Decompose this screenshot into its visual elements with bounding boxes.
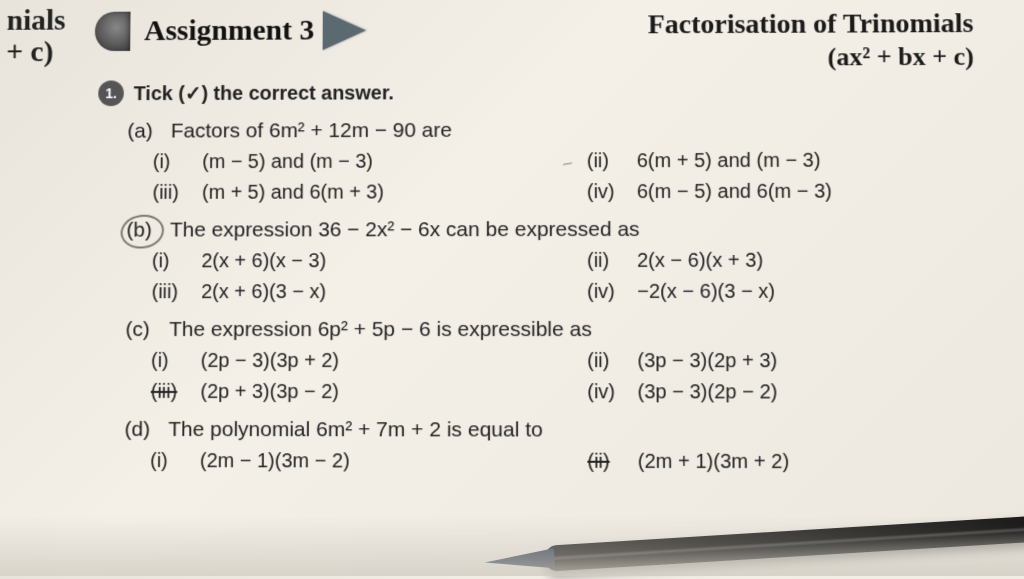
part-c: (c) The expression 6p² + 5p − 6 is expre… xyxy=(125,318,988,405)
topic-main: Factorisation of Trinomials xyxy=(648,8,974,41)
option-label: (i) xyxy=(151,350,189,373)
option-label: (i) xyxy=(153,151,191,174)
part-b-options: (i) 2(x + 6)(x − 3) (ii) 2(x − 6)(x + 3)… xyxy=(152,250,987,305)
option-label: (i) xyxy=(150,450,188,473)
part-b: (b) The expression 36 − 2x² − 6x can be … xyxy=(126,217,987,304)
part-d: (d) The polynomial 6m² + 7m + 2 is equal… xyxy=(124,418,989,475)
option-text: 6(m + 5) and (m − 3) xyxy=(637,150,821,173)
option-label: (ii) xyxy=(587,250,625,273)
question-instruction: Tick (✓) the correct answer. xyxy=(134,80,394,105)
option-label: (iii) xyxy=(152,182,190,205)
part-b-stem: (b) The expression 36 − 2x² − 6x can be … xyxy=(126,217,986,242)
question-header: 1. Tick (✓) the correct answer. xyxy=(98,78,984,106)
option-text: (m − 5) and (m − 3) xyxy=(202,151,373,174)
assignment-title: Assignment 3 xyxy=(130,11,328,51)
question-number-badge: 1. xyxy=(98,80,124,106)
option-label: (ii) xyxy=(587,150,625,173)
option-text: (2m − 1)(3m − 2) xyxy=(200,450,350,473)
option-label: (iv) xyxy=(587,181,625,204)
part-a-options: (i) (m − 5) and (m − 3) ⎯ (ii) 6(m + 5) … xyxy=(152,149,985,204)
header-row: Assignment 3 Factorisation of Trinomials… xyxy=(95,8,985,74)
option-text: 2(x − 6)(x + 3) xyxy=(637,250,763,273)
part-a-text: Factors of 6m² + 12m − 90 are xyxy=(171,119,452,143)
option-label-struck: (iii) xyxy=(151,381,189,404)
part-a: (a) Factors of 6m² + 12m − 90 are (i) (m… xyxy=(127,118,986,205)
cutoff-line-1: nials xyxy=(7,4,66,38)
cutoff-text-left: nials + c) xyxy=(6,4,66,69)
option-c-iv[interactable]: (iv) (3p − 3)(2p − 2) xyxy=(587,381,988,404)
option-text: (2p − 3)(3p + 2) xyxy=(201,350,340,373)
option-label: (i) xyxy=(152,250,190,273)
part-c-options: (i) (2p − 3)(3p + 2) (ii) (3p − 3)(2p + … xyxy=(151,350,988,405)
option-text: (2p + 3)(3p − 2) xyxy=(200,381,339,404)
part-b-text: The expression 36 − 2x² − 6x can be expr… xyxy=(170,218,640,243)
option-a-iii[interactable]: (iii) (m + 5) and 6(m + 3) xyxy=(152,181,547,205)
part-d-stem: (d) The polynomial 6m² + 7m + 2 is equal… xyxy=(124,418,988,443)
option-b-i[interactable]: (i) 2(x + 6)(x − 3) xyxy=(152,250,547,273)
part-d-options: (i) (2m − 1)(3m − 2) (ii) (2m + 1)(3m + … xyxy=(150,450,989,475)
option-text: (3p − 3)(2p − 2) xyxy=(637,381,777,404)
option-c-ii[interactable]: (ii) (3p − 3)(2p + 3) xyxy=(587,350,988,373)
option-b-iii[interactable]: (iii) 2(x + 6)(3 − x) xyxy=(152,281,547,304)
option-a-ii[interactable]: ⎯ (ii) 6(m + 5) and (m − 3) xyxy=(587,149,986,173)
option-d-ii[interactable]: (ii) (2m + 1)(3m + 2) xyxy=(587,451,989,475)
part-label-circled: (b) xyxy=(126,219,160,243)
option-text: (3p − 3)(2p + 3) xyxy=(637,350,777,373)
option-a-i[interactable]: (i) (m − 5) and (m − 3) xyxy=(153,150,547,174)
topic-sub: (ax² + bx + c) xyxy=(648,42,974,73)
handwritten-tick-icon: ⎯ xyxy=(561,152,574,174)
option-text: (m + 5) and 6(m + 3) xyxy=(202,182,384,205)
part-c-stem: (c) The expression 6p² + 5p − 6 is expre… xyxy=(125,318,987,342)
option-text: (2m + 1)(3m + 2) xyxy=(638,451,790,474)
option-label: (iv) xyxy=(587,281,625,304)
part-a-stem: (a) Factors of 6m² + 12m − 90 are xyxy=(127,118,985,144)
part-d-text: The polynomial 6m² + 7m + 2 is equal to xyxy=(168,418,543,443)
pencil-eraser-icon xyxy=(95,12,131,51)
option-text: 2(x + 6)(3 − x) xyxy=(201,281,326,304)
option-c-iii[interactable]: (iii) (2p + 3)(3p − 2) xyxy=(151,381,547,404)
option-label: (iii) xyxy=(152,281,190,304)
part-label: (a) xyxy=(127,120,161,144)
option-label: (ii) xyxy=(587,350,625,373)
part-label: (d) xyxy=(124,418,158,442)
option-label: (iv) xyxy=(587,381,625,404)
pencil-tip-icon xyxy=(322,11,366,51)
option-d-i[interactable]: (i) (2m − 1)(3m − 2) xyxy=(150,450,547,474)
part-label: (c) xyxy=(125,318,159,342)
cutoff-line-2: + c) xyxy=(6,35,65,69)
option-b-ii[interactable]: (ii) 2(x − 6)(x + 3) xyxy=(587,250,987,273)
assignment-badge: Assignment 3 xyxy=(95,11,366,51)
worksheet-page: nials + c) Assignment 3 Factorisation of… xyxy=(0,0,1024,579)
option-text: −2(x − 6)(3 − x) xyxy=(637,281,775,304)
option-c-i[interactable]: (i) (2p − 3)(3p + 2) xyxy=(151,350,547,373)
option-a-iv[interactable]: (iv) 6(m − 5) and 6(m − 3) xyxy=(587,180,986,204)
option-text: 6(m − 5) and 6(m − 3) xyxy=(637,181,832,204)
option-text: 2(x + 6)(x − 3) xyxy=(201,250,326,273)
topic-title: Factorisation of Trinomials (ax² + bx + … xyxy=(648,8,974,73)
option-label-struck: (ii) xyxy=(587,451,625,474)
option-b-iv[interactable]: (iv) −2(x − 6)(3 − x) xyxy=(587,281,987,304)
part-c-text: The expression 6p² + 5p − 6 is expressib… xyxy=(169,318,592,342)
